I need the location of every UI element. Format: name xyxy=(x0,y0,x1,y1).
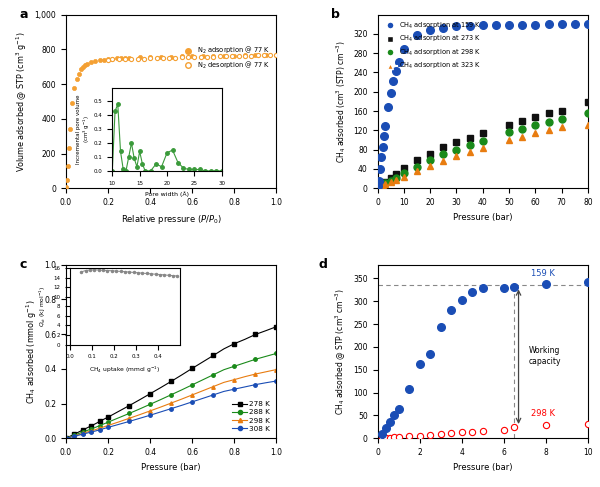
Y-axis label: CH$_4$ adsorbed (mmol g$^{-1}$): CH$_4$ adsorbed (mmol g$^{-1}$) xyxy=(24,300,38,404)
Legend: CH$_4$ adsorption at 159 K, CH$_4$ adsorption at 273 K, CH$_4$ adsorption at 298: CH$_4$ adsorption at 159 K, CH$_4$ adsor… xyxy=(381,18,484,74)
Text: Working
capacity: Working capacity xyxy=(529,346,562,366)
Text: b: b xyxy=(331,8,340,20)
Text: d: d xyxy=(319,258,328,271)
Y-axis label: Volume adsorbed @ STP (cm$^3$ g$^{-1}$): Volume adsorbed @ STP (cm$^3$ g$^{-1}$) xyxy=(14,31,29,172)
X-axis label: Pressure (bar): Pressure (bar) xyxy=(453,212,512,222)
X-axis label: Pressure (bar): Pressure (bar) xyxy=(453,463,512,471)
Legend: N$_2$ adsorption @ 77 K, N$_2$ desorption @ 77 K: N$_2$ adsorption @ 77 K, N$_2$ desorptio… xyxy=(179,42,273,74)
Text: a: a xyxy=(20,8,28,20)
Y-axis label: CH$_4$ adsorbed @ STP (cm$^3$ cm$^{-3}$): CH$_4$ adsorbed @ STP (cm$^3$ cm$^{-3}$) xyxy=(334,288,347,415)
Text: 298 K: 298 K xyxy=(531,410,555,418)
Legend: 278 K, 288 K, 298 K, 308 K: 278 K, 288 K, 298 K, 308 K xyxy=(230,398,273,435)
Y-axis label: CH$_4$ adsorbed (cm$^3$ (STP) cm$^{-3}$): CH$_4$ adsorbed (cm$^3$ (STP) cm$^{-3}$) xyxy=(334,40,348,163)
Text: 159 K: 159 K xyxy=(531,269,555,278)
Text: c: c xyxy=(20,258,27,271)
X-axis label: Pressure (bar): Pressure (bar) xyxy=(142,463,201,471)
X-axis label: Relative pressure ($P/P_0$): Relative pressure ($P/P_0$) xyxy=(121,212,221,225)
